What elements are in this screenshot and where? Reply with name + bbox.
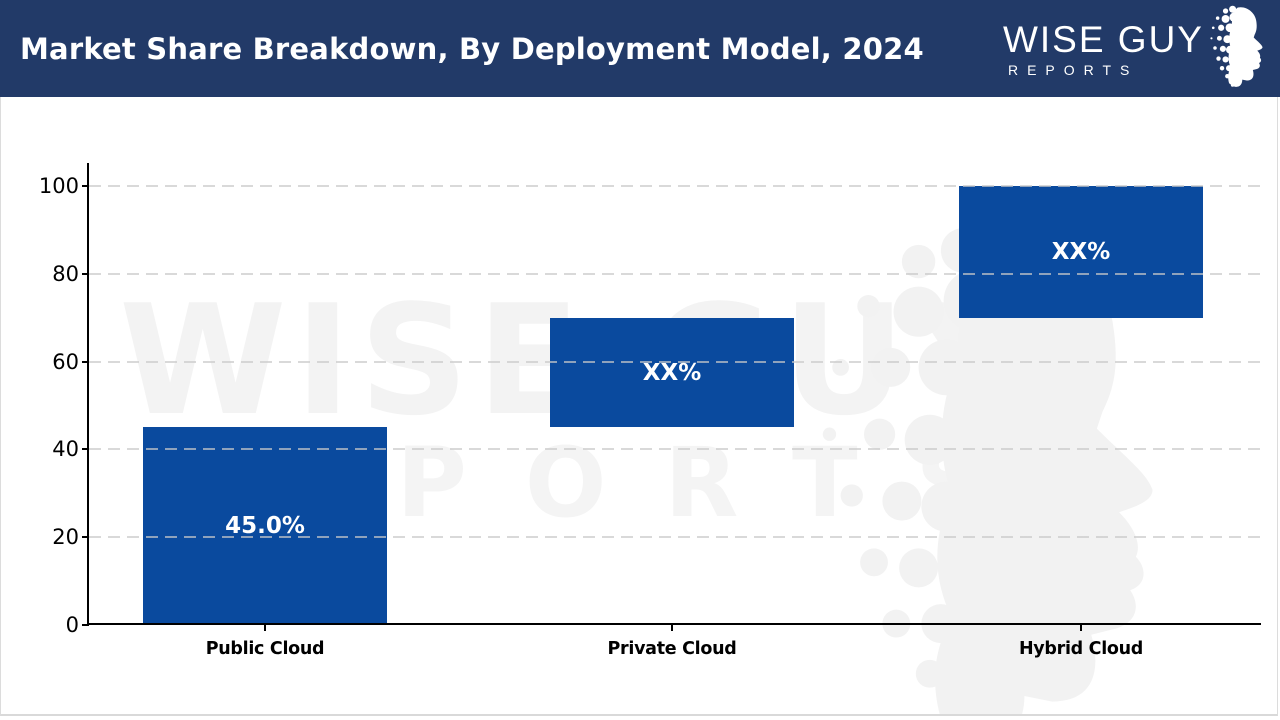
wiseguy-logo: WISE GUY REPORTS: [1003, 4, 1268, 92]
y-tick-100: [82, 185, 89, 187]
bar-public-cloud: [143, 427, 387, 625]
y-tick-60: [82, 360, 89, 363]
y-tick-label-0: 0: [65, 613, 79, 637]
y-tick-0: [82, 624, 89, 626]
gridline-80: [89, 272, 1261, 275]
x-tick-2: [1080, 625, 1082, 631]
bar-hybrid-cloud: [959, 186, 1203, 318]
page-title: Market Share Breakdown, By Deployment Mo…: [20, 31, 924, 66]
logo-wordmark: WISE GUY: [1002, 18, 1204, 60]
y-tick-20: [82, 536, 89, 539]
x-category-label: Hybrid Cloud: [1018, 639, 1144, 659]
y-tick-label-60: 60: [52, 349, 79, 374]
y-tick-80: [82, 272, 89, 275]
logo-subtext: REPORTS: [1007, 61, 1139, 78]
header: Market Share Breakdown, By Deployment Mo…: [0, 0, 1280, 97]
y-tick-40: [82, 448, 89, 451]
bar-value-label: XX%: [642, 359, 702, 386]
gridline-20: [89, 536, 1261, 539]
x-axis-line: [87, 623, 1261, 625]
bar-value-label: 45.0%: [225, 513, 305, 540]
y-tick-label-80: 80: [52, 261, 79, 286]
chart-body: WISE GUY REPORTS 02040608010045.0%Public…: [0, 97, 1278, 716]
bar-chart: 0 20 40 60 80 100 45.0% Public Cloud XX% Private …: [1, 97, 1277, 714]
x-category-label: Private Cloud: [607, 639, 737, 659]
bar-private-cloud: [550, 317, 794, 428]
logo-text: WISE GUY REPORTS: [1003, 19, 1204, 78]
y-axis-line: [87, 163, 89, 625]
y-tick-label-20: 20: [52, 525, 79, 550]
gridline-40: [89, 448, 1261, 451]
x-tick-0: [264, 625, 266, 631]
x-category-label: Public Cloud: [205, 639, 325, 659]
bar-value-label: XX%: [1051, 238, 1111, 265]
y-tick-label-40: 40: [52, 437, 79, 462]
logo-head-icon: [1206, 4, 1268, 92]
gridline-60: [89, 360, 1261, 363]
y-tick-label-100: 100: [38, 174, 79, 198]
gridline-100: [89, 185, 1261, 187]
x-tick-1: [671, 625, 673, 631]
